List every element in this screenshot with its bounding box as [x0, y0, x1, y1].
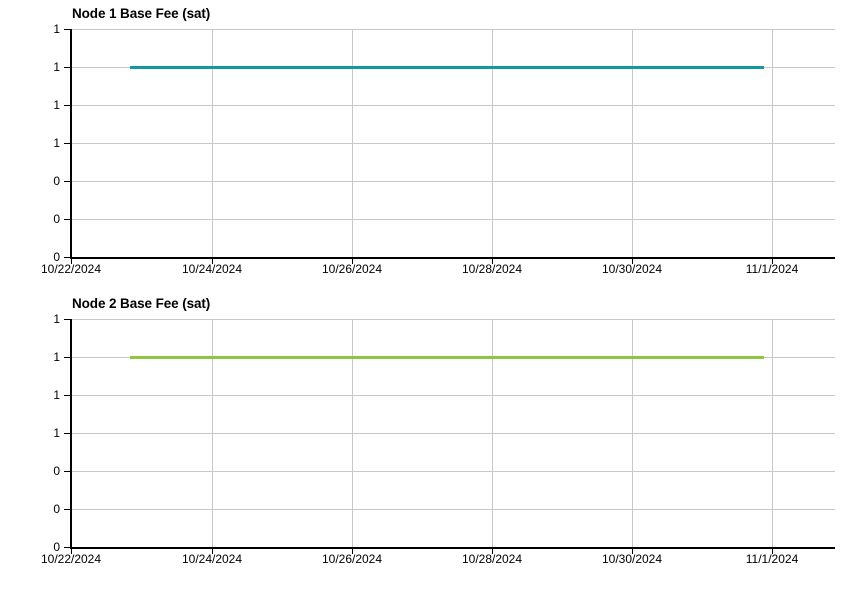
chart-panel-node-1: Node 1 Base Fee (sat) 1 1 1 1: [0, 0, 860, 290]
x-axis-label: 10/26/2024: [321, 262, 383, 276]
series-line-node-1: [130, 66, 764, 69]
series-line-node-2: [130, 356, 764, 359]
gridline-horizontal: [71, 105, 835, 106]
y-axis-tick: [64, 471, 70, 472]
x-axis-tick: [772, 259, 773, 264]
y-axis-tick: [64, 319, 70, 320]
y-axis-tick: [64, 257, 70, 258]
gridline-horizontal: [71, 395, 835, 396]
y-axis-label: 1: [53, 350, 60, 364]
x-axis: [70, 547, 835, 549]
y-axis-label: 1: [53, 136, 60, 150]
y-axis-label: 1: [53, 426, 60, 440]
x-axis-tick: [212, 549, 213, 554]
gridline-horizontal: [71, 509, 835, 510]
gridline-vertical: [212, 29, 213, 257]
y-axis-tick: [64, 29, 70, 30]
y-axis-tick: [64, 105, 70, 106]
y-axis-label: 1: [53, 312, 60, 326]
y-axis-tick: [64, 547, 70, 548]
x-axis-label: 10/24/2024: [181, 262, 243, 276]
x-axis-tick: [772, 549, 773, 554]
x-axis-label: 10/28/2024: [461, 262, 523, 276]
x-axis: [70, 257, 835, 259]
x-axis-tick: [71, 549, 72, 554]
x-axis-label: 10/30/2024: [601, 552, 663, 566]
gridline-horizontal: [71, 29, 835, 30]
plot-area: [71, 319, 835, 547]
gridline-horizontal: [71, 433, 835, 434]
y-axis-label: 0: [53, 464, 60, 478]
y-axis-label: 1: [53, 60, 60, 74]
x-axis-label: 11/1/2024: [745, 262, 799, 276]
y-axis-tick: [64, 357, 70, 358]
x-axis-label: 10/28/2024: [461, 552, 523, 566]
x-axis-tick: [492, 549, 493, 554]
gridline-horizontal: [71, 181, 835, 182]
gridline-horizontal: [71, 319, 835, 320]
y-axis-label: 0: [53, 540, 60, 554]
x-axis-tick: [352, 549, 353, 554]
gridline-vertical: [212, 319, 213, 547]
x-axis-label: 10/22/2024: [40, 262, 102, 276]
y-axis-tick: [64, 67, 70, 68]
gridline-vertical: [492, 319, 493, 547]
gridline-horizontal: [71, 471, 835, 472]
y-axis: [70, 319, 72, 548]
x-axis-tick: [632, 549, 633, 554]
y-axis-tick: [64, 219, 70, 220]
gridline-vertical: [632, 29, 633, 257]
y-axis-label: 1: [53, 388, 60, 402]
gridline-horizontal: [71, 219, 835, 220]
y-axis-tick: [64, 181, 70, 182]
plot-area: [71, 29, 835, 257]
y-axis-label: 1: [53, 98, 60, 112]
chart-title: Node 1 Base Fee (sat): [72, 6, 211, 21]
gridline-vertical: [492, 29, 493, 257]
x-axis-label: 10/24/2024: [181, 552, 243, 566]
gridline-vertical: [772, 319, 773, 547]
chart-title: Node 2 Base Fee (sat): [72, 296, 211, 311]
x-axis-tick: [352, 259, 353, 264]
y-axis-label: 0: [53, 250, 60, 264]
y-axis-tick: [64, 143, 70, 144]
gridline-vertical: [632, 319, 633, 547]
y-axis-tick: [64, 395, 70, 396]
x-axis-label: 10/26/2024: [321, 552, 383, 566]
x-axis-tick: [492, 259, 493, 264]
x-axis-label: 11/1/2024: [745, 552, 799, 566]
y-axis-label: 0: [53, 212, 60, 226]
gridline-vertical: [772, 29, 773, 257]
y-axis-tick: [64, 509, 70, 510]
gridline-vertical: [352, 29, 353, 257]
gridline-horizontal: [71, 143, 835, 144]
y-axis-label: 0: [53, 502, 60, 516]
x-axis-tick: [212, 259, 213, 264]
y-axis-label: 0: [53, 174, 60, 188]
x-axis-label: 10/22/2024: [40, 552, 102, 566]
x-axis-tick: [71, 259, 72, 264]
gridline-vertical: [352, 319, 353, 547]
y-axis: [70, 29, 72, 258]
x-axis-tick: [632, 259, 633, 264]
x-axis-label: 10/30/2024: [601, 262, 663, 276]
y-axis-label: 1: [53, 22, 60, 36]
chart-panel-node-2: Node 2 Base Fee (sat) 1 1 1 1: [0, 290, 860, 580]
y-axis-tick: [64, 433, 70, 434]
